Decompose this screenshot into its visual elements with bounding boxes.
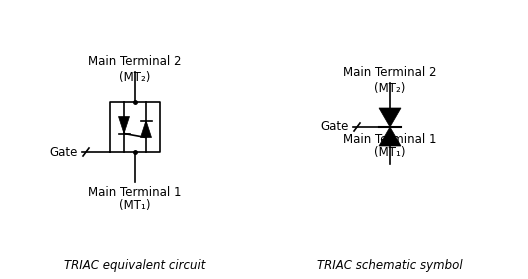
Text: TRIAC equivalent circuit: TRIAC equivalent circuit — [64, 259, 206, 273]
Text: Main Terminal 1: Main Terminal 1 — [88, 186, 182, 199]
Polygon shape — [379, 108, 401, 127]
Text: (MT₁): (MT₁) — [374, 146, 406, 159]
Text: Gate: Gate — [50, 146, 78, 158]
Text: Main Terminal 2: Main Terminal 2 — [343, 66, 437, 79]
Text: (MT₁): (MT₁) — [119, 199, 151, 212]
Text: Main Terminal 1: Main Terminal 1 — [343, 133, 437, 146]
Text: TRIAC schematic symbol: TRIAC schematic symbol — [317, 259, 463, 273]
Polygon shape — [379, 127, 401, 146]
Text: (MT₂): (MT₂) — [119, 71, 150, 84]
Text: (MT₂): (MT₂) — [374, 82, 406, 95]
Text: Gate: Gate — [320, 121, 349, 133]
Polygon shape — [140, 121, 152, 138]
Polygon shape — [118, 117, 129, 133]
Text: Main Terminal 2: Main Terminal 2 — [88, 55, 182, 68]
